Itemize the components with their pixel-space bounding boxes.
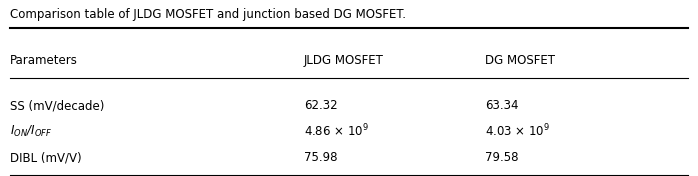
Text: I$_{ON}$/I$_{OFF}$: I$_{ON}$/I$_{OFF}$	[10, 124, 52, 139]
Text: JLDG MOSFET: JLDG MOSFET	[304, 54, 383, 67]
Text: 75.98: 75.98	[304, 151, 337, 164]
Text: 4.86 × 10$^{9}$: 4.86 × 10$^{9}$	[304, 123, 369, 139]
Text: 62.32: 62.32	[304, 99, 337, 112]
Text: DIBL (mV/V): DIBL (mV/V)	[10, 151, 82, 164]
Text: 4.03 × 10$^{9}$: 4.03 × 10$^{9}$	[485, 123, 550, 139]
Text: SS (mV/decade): SS (mV/decade)	[10, 99, 104, 112]
Text: 79.58: 79.58	[485, 151, 519, 164]
Text: Parameters: Parameters	[10, 54, 77, 67]
Text: 63.34: 63.34	[485, 99, 519, 112]
Text: DG MOSFET: DG MOSFET	[485, 54, 555, 67]
Text: Comparison table of JLDG MOSFET and junction based DG MOSFET.: Comparison table of JLDG MOSFET and junc…	[10, 8, 406, 21]
